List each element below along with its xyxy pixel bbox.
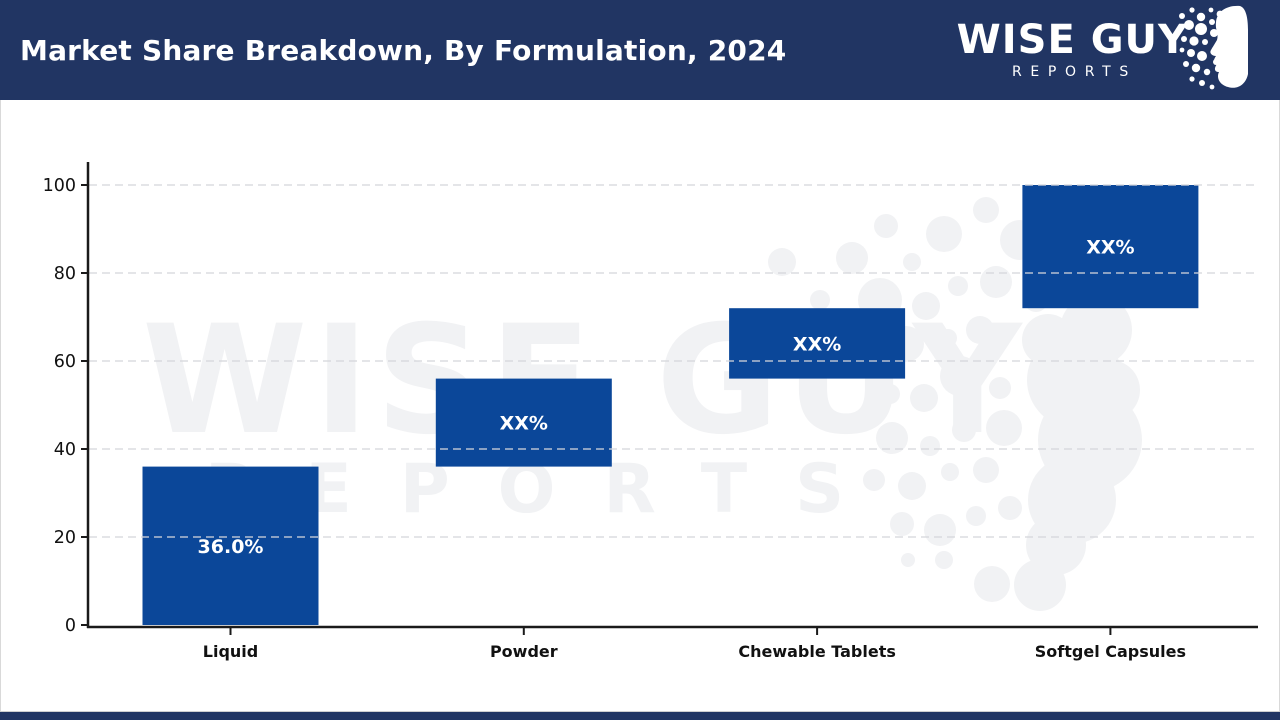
footer-bar — [0, 711, 1280, 720]
bar-chewable-tablets — [729, 308, 906, 379]
bar-value-label: XX% — [500, 413, 548, 435]
bar-liquid — [142, 466, 319, 625]
x-tick-label-liquid: Liquid — [203, 642, 258, 661]
wise-guy-logo: WISE GUY REPORTS — [957, 4, 1280, 96]
axes-layer: 0 20 40 60 80 100 Liquid Powder Chewable Tablets… — [43, 162, 1258, 661]
logo-wordmark-main: WISE GUY — [956, 17, 1188, 63]
y-tick-label: 60 — [54, 352, 76, 372]
y-tick-label: 80 — [54, 264, 76, 284]
x-tick-label-softgel-capsules: Softgel Capsules — [1035, 642, 1186, 661]
bar-value-label: XX% — [793, 333, 841, 355]
page-title: Market Share Breakdown, By Formulation, … — [20, 33, 787, 67]
header-bar: Market Share Breakdown, By Formulation, … — [0, 0, 1280, 100]
watermark-dots — [768, 197, 1142, 611]
y-tick-label: 100 — [43, 176, 76, 196]
logo-wordmark-sub: REPORTS — [1011, 64, 1137, 80]
labels-layer: 36.0% XX% XX% XX% — [198, 237, 1135, 558]
bar-value-label: XX% — [1086, 237, 1134, 259]
x-tick-label-powder: Powder — [490, 642, 558, 661]
y-tick-label: 0 — [65, 616, 76, 636]
bars-layer — [142, 185, 1199, 625]
bar-powder — [435, 378, 612, 467]
bar-softgel-capsules — [1022, 185, 1199, 309]
chart-area: WISE GUY REPORTS 0 20 40 60 80 100 Liquid Powde… — [0, 100, 1280, 712]
x-tick-label-chewable-tablets: Chewable Tablets — [738, 642, 896, 661]
y-tick-label: 20 — [54, 528, 76, 548]
logo-wordmark: WISE GUY REPORTS — [957, 20, 1188, 80]
y-tick-label: 40 — [54, 440, 76, 460]
bar-value-label: 36.0% — [198, 536, 264, 558]
logo-face-icon — [1179, 5, 1248, 90]
